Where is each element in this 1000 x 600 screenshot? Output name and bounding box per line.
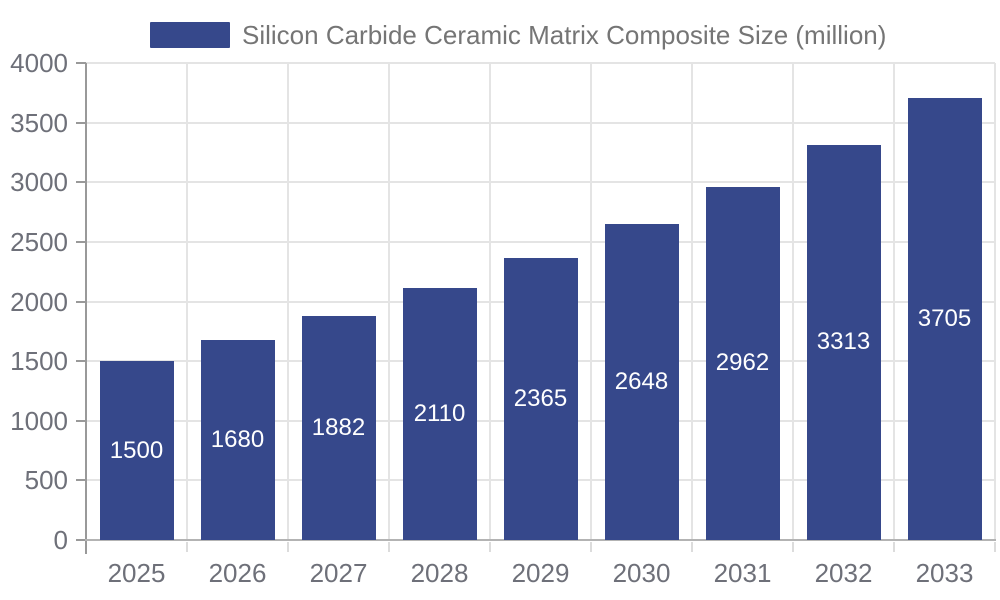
- bar: 1500: [99, 361, 174, 540]
- bar: 3313: [806, 144, 881, 540]
- y-tick-label: 3000: [10, 167, 68, 198]
- y-axis-tick: [76, 181, 86, 184]
- legend-label[interactable]: Silicon Carbide Ceramic Matrix Composite…: [242, 20, 887, 50]
- x-axis-tick: [792, 542, 794, 552]
- bar: 2962: [705, 186, 780, 540]
- y-tick-label: 1500: [10, 346, 68, 377]
- bar: 2110: [402, 288, 477, 540]
- v-gridline: [994, 63, 996, 540]
- h-gridline: [86, 181, 995, 184]
- x-axis-tick: [994, 542, 996, 552]
- bar: 2648: [604, 224, 679, 540]
- bar: 3705: [907, 98, 982, 540]
- x-axis-tick: [388, 542, 390, 552]
- bar-value-label: 2648: [614, 368, 669, 396]
- y-tick-label: 3500: [10, 107, 68, 138]
- h-gridline: [86, 121, 995, 124]
- x-tick-label: 2029: [511, 558, 570, 588]
- bar: 1882: [301, 315, 376, 540]
- x-axis-tick: [186, 542, 188, 552]
- v-gridline: [893, 63, 895, 540]
- x-axis-tick: [287, 542, 289, 552]
- bar-value-label: 3705: [917, 305, 972, 333]
- y-tick-label: 2000: [10, 286, 68, 317]
- v-gridline: [388, 63, 390, 540]
- bar-value-label: 1680: [210, 425, 265, 453]
- bar-value-label: 3313: [816, 328, 871, 356]
- y-axis-tick: [76, 539, 86, 541]
- bar-value-label: 2962: [715, 349, 770, 377]
- y-tick-label: 4000: [10, 48, 68, 78]
- y-axis-tick: [76, 360, 86, 363]
- x-tick-label: 2025: [107, 558, 166, 588]
- h-gridline: [86, 62, 995, 64]
- bar-value-label: 1500: [109, 436, 164, 464]
- bar-value-label: 2365: [513, 384, 568, 412]
- bar-value-label: 1882: [311, 413, 366, 441]
- y-axis-tick: [76, 62, 86, 64]
- legend-swatch[interactable]: [150, 22, 230, 48]
- v-gridline: [590, 63, 592, 540]
- x-tick-label: 2028: [410, 558, 469, 588]
- y-axis-tick: [76, 300, 86, 303]
- y-tick-label: 0: [53, 525, 68, 555]
- x-axis: [85, 539, 996, 541]
- bar-value-label: 2110: [413, 400, 466, 428]
- y-tick-label: 2500: [10, 226, 68, 257]
- x-axis-tick: [893, 542, 895, 552]
- y-tick-label: 500: [24, 465, 68, 496]
- y-tick-label: 1000: [10, 405, 68, 436]
- v-gridline: [489, 63, 491, 540]
- x-tick-label: 2031: [713, 558, 772, 588]
- y-axis-tick: [76, 419, 86, 422]
- y-axis: [85, 63, 87, 554]
- x-tick-label: 2030: [612, 558, 671, 588]
- legend[interactable]: Silicon Carbide Ceramic Matrix Composite…: [150, 20, 886, 50]
- v-gridline: [792, 63, 794, 540]
- bar: 2365: [503, 257, 578, 540]
- x-axis-tick: [590, 542, 592, 552]
- h-gridline: [86, 240, 995, 243]
- x-tick-label: 2032: [814, 558, 873, 588]
- v-gridline: [287, 63, 289, 540]
- bar: 1680: [200, 339, 275, 540]
- x-axis-tick: [691, 542, 693, 552]
- y-axis-tick: [76, 479, 86, 482]
- y-axis-tick: [76, 121, 86, 124]
- x-axis-tick: [489, 542, 491, 552]
- v-gridline: [186, 63, 188, 540]
- x-tick-label: 2027: [309, 558, 368, 588]
- v-gridline: [691, 63, 693, 540]
- x-tick-label: 2033: [915, 558, 974, 588]
- y-axis-tick: [76, 240, 86, 243]
- x-tick-label: 2026: [208, 558, 267, 588]
